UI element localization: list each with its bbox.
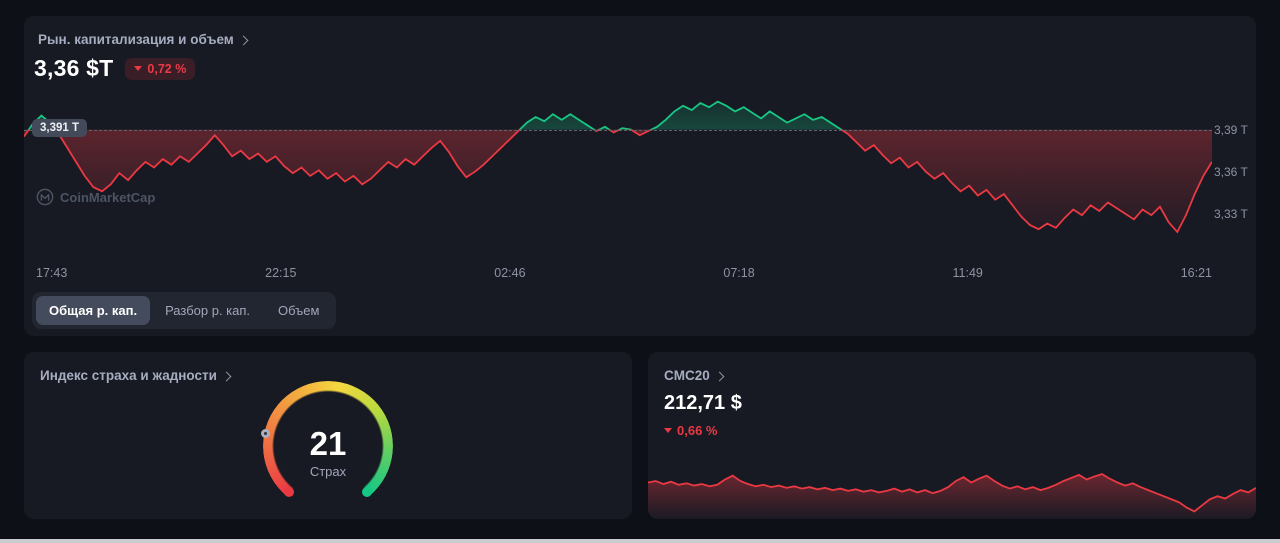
chevron-right-icon xyxy=(714,371,725,381)
cmc20-value: 212,71 $ xyxy=(664,392,742,414)
y-axis-tick: 3,33 T xyxy=(1214,207,1248,222)
cmc20-header-link[interactable]: CMC20 xyxy=(648,352,1256,383)
fear-greed-gauge-area: 21 Страх xyxy=(24,381,632,511)
x-axis-labels: 17:43 22:15 02:46 07:18 11:49 16:21 xyxy=(36,266,1212,280)
chart-tabs-group: Общая р. кап. Разбор р. кап. Объем xyxy=(32,292,337,329)
market-cap-value: 3,36 $T xyxy=(34,55,114,81)
market-cap-change-badge: 0,72 % xyxy=(125,57,196,80)
tab-total-market-cap[interactable]: Общая р. кап. xyxy=(36,296,151,325)
x-axis-tick: 02:46 xyxy=(494,266,526,280)
market-cap-header-link[interactable]: Рын. капитализация и объем xyxy=(24,16,1256,47)
triangle-down-icon xyxy=(134,66,143,71)
tab-market-cap-breakdown[interactable]: Разбор р. кап. xyxy=(165,303,251,318)
gauge-center: 21 Страх xyxy=(263,381,393,511)
fear-greed-label: Страх xyxy=(309,463,347,479)
tab-volume[interactable]: Объем xyxy=(278,303,320,318)
fear-greed-gauge: 21 Страх xyxy=(260,381,393,511)
market-cap-value-row: 3,36 $T 0,72 % xyxy=(24,55,1256,82)
chart-tabs-row: Общая р. кап. Разбор р. кап. Объем xyxy=(32,292,1256,329)
cmc20-change: 0,66 % xyxy=(648,423,1256,438)
x-axis-tick: 16:21 xyxy=(1180,266,1212,280)
market-cap-change: 0,72 % xyxy=(147,61,187,76)
chevron-right-icon xyxy=(238,35,249,45)
fear-greed-header-link[interactable]: Индекс страха и жадности xyxy=(24,352,632,383)
y-axis-tick: 3,36 T xyxy=(1214,165,1248,180)
x-axis-tick: 22:15 xyxy=(265,266,297,280)
x-axis-tick: 17:43 xyxy=(36,266,68,280)
y-axis-tick: 3,39 T xyxy=(1214,123,1248,138)
cmc20-change-percent: 0,66 % xyxy=(677,423,718,438)
market-cap-card: Рын. капитализация и объем 3,36 $T 0,72 … xyxy=(24,16,1256,336)
fear-greed-card: Индекс страха и жадности 21 Страх xyxy=(24,352,632,519)
bottom-cards-row: Индекс страха и жадности 21 Страх xyxy=(24,352,1256,519)
baseline-value-pill: 3,391 T xyxy=(32,118,87,137)
gauge-cap-green xyxy=(361,486,372,497)
chevron-right-icon xyxy=(221,371,232,381)
market-cap-chart-canvas[interactable] xyxy=(24,96,1212,246)
fear-greed-value: 21 xyxy=(309,424,347,462)
x-axis-tick: 11:49 xyxy=(952,266,983,280)
gauge-needle-dot xyxy=(260,428,270,438)
cmc20-card: CMC20 212,71 $ 0,66 % xyxy=(648,352,1256,519)
gauge-cap-red xyxy=(284,486,295,497)
market-cap-chart[interactable]: 3,391 T CoinMarketCap 3,39 T 3,36 T 3,33… xyxy=(24,96,1248,246)
triangle-down-icon xyxy=(664,428,672,433)
market-cap-title: Рын. капитализация и объем xyxy=(38,32,234,47)
fear-greed-title: Индекс страха и жадности xyxy=(40,368,217,383)
cmc20-title: CMC20 xyxy=(664,368,710,383)
next-section-edge xyxy=(0,539,1280,543)
x-axis-tick: 07:18 xyxy=(723,266,755,280)
cmc20-chart[interactable] xyxy=(648,443,1256,519)
